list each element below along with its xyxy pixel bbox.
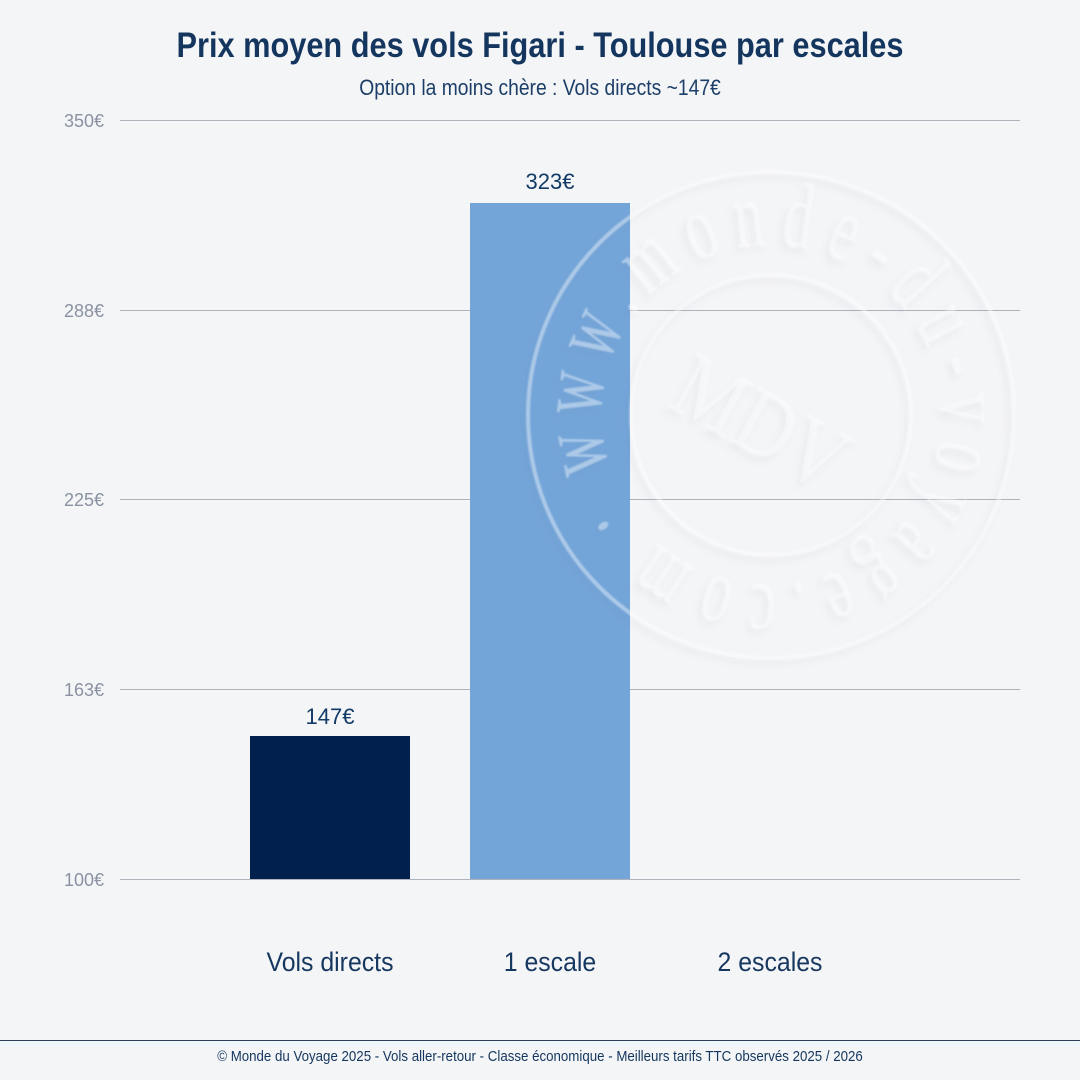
svg-text:v: v [920, 391, 1025, 425]
svg-text:n: n [728, 161, 769, 268]
svg-text:m: m [610, 526, 706, 638]
svg-text:.: . [787, 562, 818, 667]
svg-text:MDV: MDV [656, 332, 868, 513]
svg-text:w: w [518, 423, 629, 486]
svg-text:w: w [516, 365, 624, 420]
svg-text:o: o [914, 433, 1022, 485]
svg-text:d: d [777, 162, 821, 269]
svg-text:c: c [747, 564, 778, 669]
svg-text:·: · [554, 489, 652, 563]
